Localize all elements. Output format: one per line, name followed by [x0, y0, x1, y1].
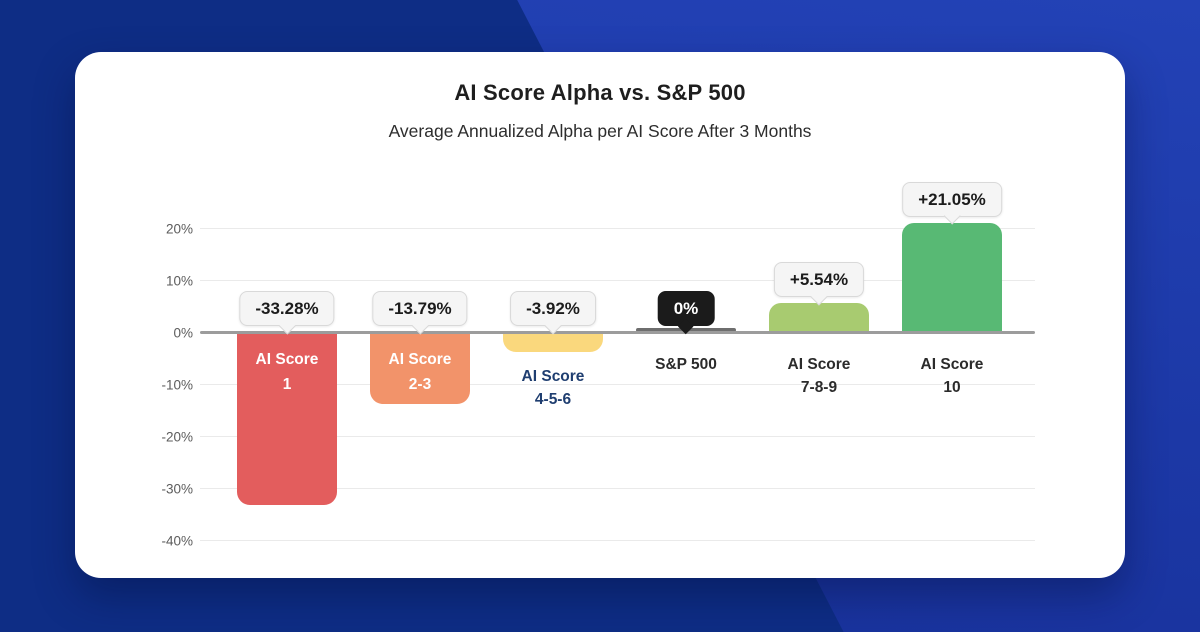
- y-tick-label: -10%: [161, 377, 193, 392]
- gridline: [200, 228, 1035, 229]
- bar-ai-score-10[interactable]: [902, 222, 1002, 332]
- bar-category-label: S&P 500: [626, 353, 746, 376]
- bar-category-label: AI Score 4-5-6: [493, 365, 613, 411]
- value-tooltip: +5.54%: [773, 262, 865, 306]
- chart-title: AI Score Alpha vs. S&P 500: [454, 80, 746, 105]
- bar-category-label-line: AI Score: [255, 351, 319, 368]
- bar-category-label-line: AI Score: [388, 351, 452, 368]
- bar-category-label-line: 7-8-9: [800, 379, 838, 396]
- bar-ai-score-2-3[interactable]: [370, 332, 470, 404]
- y-tick-label: -40%: [161, 533, 193, 548]
- value-tooltip-text: -3.92%: [526, 299, 580, 318]
- value-tooltip: 0%: [657, 291, 715, 334]
- bar-ai-score-4-5-6[interactable]: [503, 332, 603, 353]
- y-tick-label: -30%: [161, 481, 193, 496]
- bar-category-label: AI Score 2-3: [360, 347, 480, 397]
- gridline: [200, 540, 1035, 541]
- bar-category-label-line: 4-5-6: [534, 391, 572, 409]
- gridline: [200, 384, 1035, 385]
- bar-category-label-line: AI Score: [920, 356, 984, 373]
- value-tooltip-text: +5.54%: [789, 270, 849, 290]
- tooltip-pointer: [943, 207, 961, 225]
- value-tooltip-text: -13.79%: [388, 299, 452, 318]
- value-tooltip: -3.92%: [510, 291, 596, 334]
- bar-category-label-line: 1: [282, 376, 292, 393]
- value-tooltip: +21.05%: [902, 181, 1002, 225]
- bar-ai-score-1[interactable]: [237, 332, 337, 506]
- bar-category-label-line: AI Score: [521, 368, 585, 386]
- bar-category-label: AI Score 10: [892, 353, 1012, 399]
- value-tooltip: -33.28%: [239, 291, 335, 334]
- y-tick-label: 0%: [173, 325, 193, 340]
- value-tooltip-text: -33.28%: [255, 299, 319, 318]
- y-tick-label: 10%: [165, 273, 193, 288]
- value-tooltip-text: +21.05%: [918, 189, 986, 209]
- bar-category-label-line: S&P 500: [655, 356, 717, 373]
- chart-subtitle: Average Annualized Alpha per AI Score Af…: [388, 121, 812, 141]
- y-tick-label: 20%: [165, 221, 193, 236]
- bar-category-label-line: 10: [943, 379, 961, 396]
- chart-card: AI Score Alpha vs. S&P 500 Average Annua…: [75, 52, 1125, 578]
- value-tooltip-text: 0%: [673, 299, 699, 318]
- bar-ai-score-7-8-9[interactable]: [769, 303, 869, 332]
- gridline: [200, 436, 1035, 437]
- y-tick-label: -20%: [161, 429, 193, 444]
- gridline: [200, 488, 1035, 489]
- bar-category-label-line: AI Score: [787, 356, 851, 373]
- value-tooltip: -13.79%: [372, 291, 468, 334]
- bar-category-label-line: 2-3: [408, 376, 432, 393]
- bar-category-label: AI Score 7-8-9: [759, 353, 879, 399]
- gridline: [200, 280, 1035, 281]
- x-axis-line: [200, 330, 1035, 334]
- plot-area: 20% 10% 0% -10% -20% -30% -40% AI Score 1 AI Scor…: [75, 52, 1125, 578]
- bar-category-label: AI Score 1: [227, 347, 347, 397]
